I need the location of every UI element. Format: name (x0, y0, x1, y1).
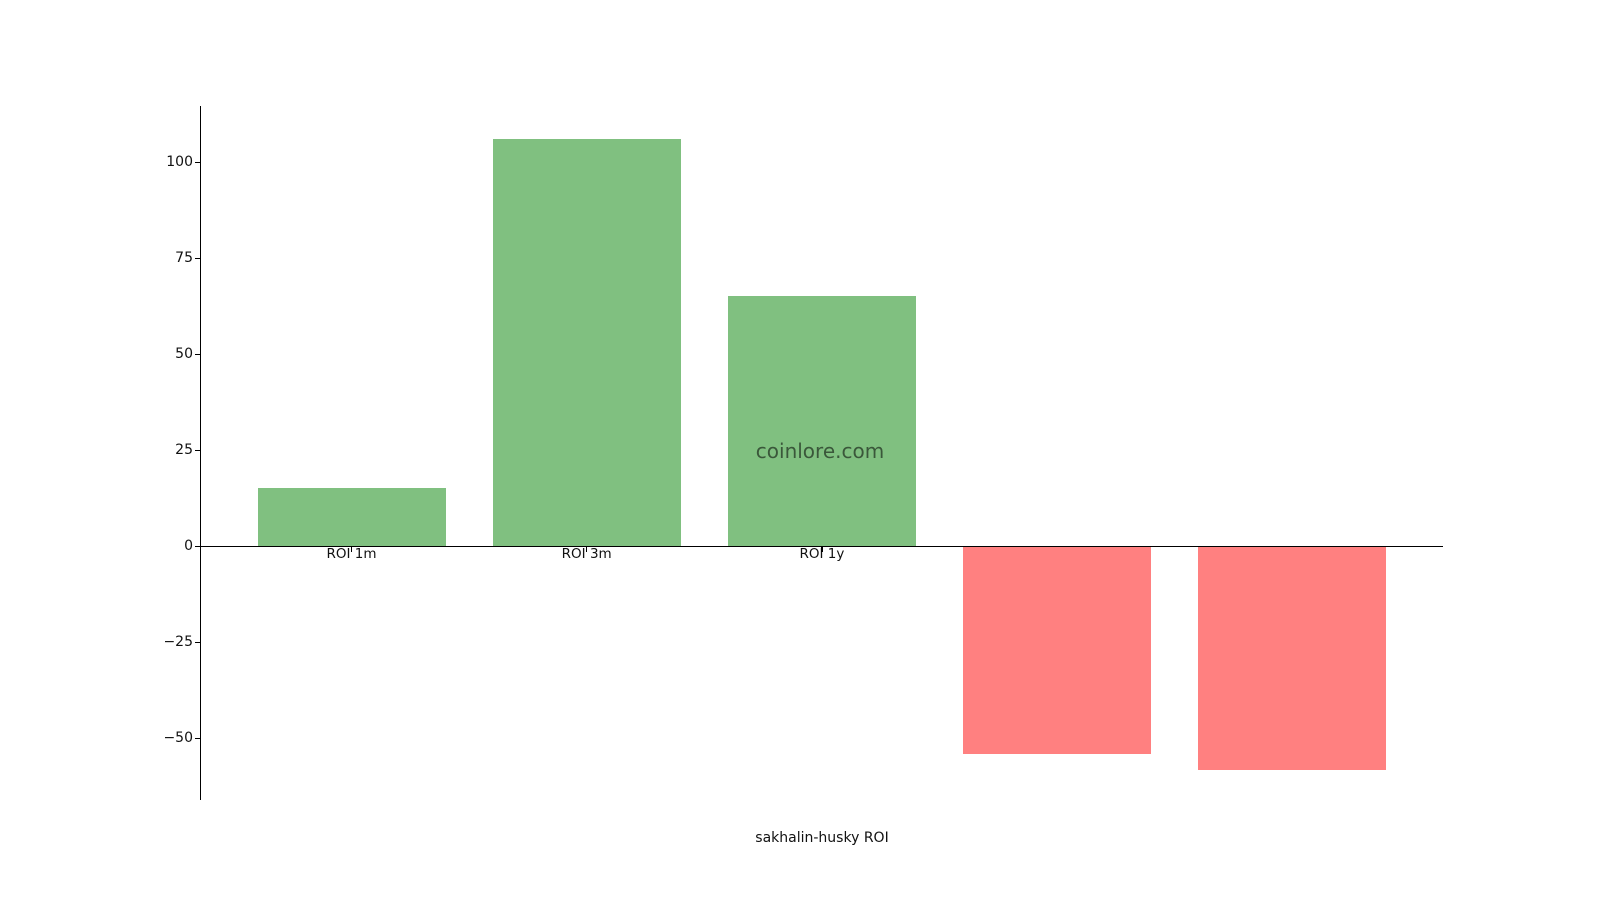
bar-roi-1y (727, 296, 916, 546)
x-tick-mark (351, 546, 353, 552)
watermark-text: coinlore.com (755, 439, 885, 463)
x-axis-zero-line (201, 545, 1443, 547)
y-tick-label: −25 (163, 634, 193, 650)
x-tick-label: ROI 1y (799, 546, 845, 562)
y-tick-mark (195, 545, 201, 547)
y-axis-line (200, 106, 202, 800)
x-tick-label: ROI 1m (326, 546, 377, 562)
chart-title: sakhalin-husky ROI (755, 830, 889, 846)
y-tick-label: 100 (166, 154, 193, 170)
bar-negative-4 (1198, 547, 1387, 770)
bar-roi-3m (492, 138, 681, 546)
x-tick-mark (586, 546, 588, 552)
y-tick-mark (195, 161, 201, 163)
bar-negative-3 (963, 547, 1152, 755)
x-tick-mark (821, 546, 823, 552)
y-tick-mark (195, 353, 201, 355)
x-tick-label: ROI 3m (561, 546, 612, 562)
y-tick-label: 50 (175, 346, 193, 362)
y-tick-label: 25 (175, 442, 193, 458)
y-tick-mark (195, 737, 201, 739)
y-tick-mark (195, 257, 201, 259)
y-tick-mark (195, 641, 201, 643)
bar-roi-1m (257, 488, 446, 546)
y-tick-label: −50 (163, 730, 193, 746)
y-tick-label: 75 (175, 250, 193, 266)
y-tick-mark (195, 449, 201, 451)
y-tick-label: 0 (184, 538, 193, 554)
